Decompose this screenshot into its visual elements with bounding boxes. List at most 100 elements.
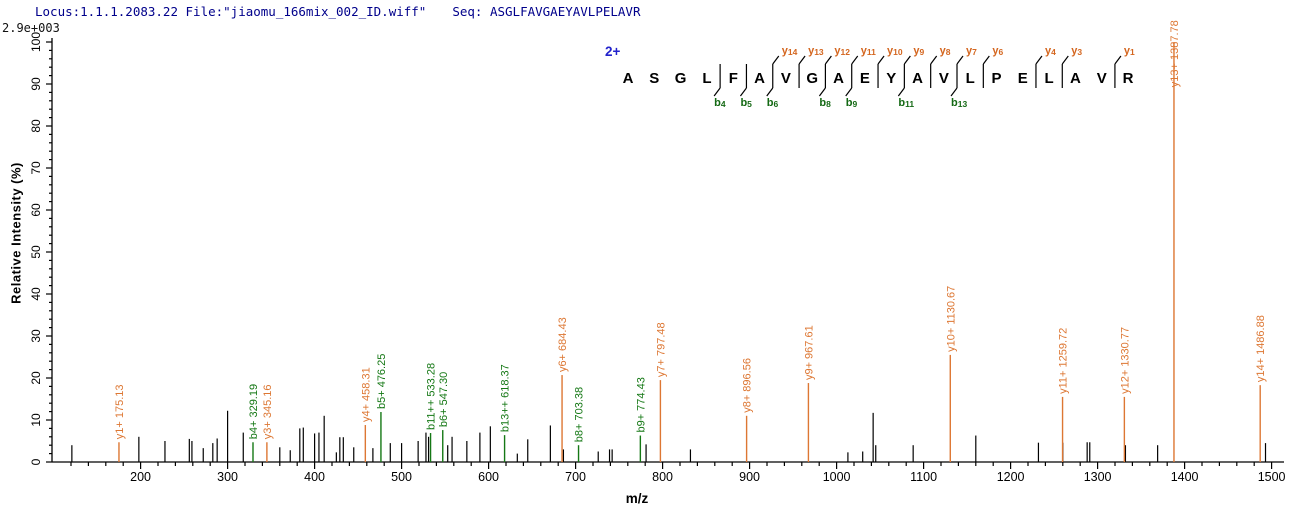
residue-8: G: [806, 70, 818, 87]
residue-2: S: [649, 70, 659, 87]
peak-label-y7: y7+ 797.48: [655, 322, 667, 377]
peak-label-y13: y13+ 1387.78: [1169, 20, 1181, 87]
y-tick-label: 40: [29, 287, 43, 301]
x-tick-label: 700: [565, 470, 586, 484]
peak-label-y4: y4+ 458.31: [360, 367, 372, 422]
x-tick-labels: 200 300 400 500 600 700 800 900 1000 1100 1200 1300…: [130, 470, 1285, 484]
y-cleavage-tail: [851, 55, 859, 65]
b-cleavage-tail: [766, 87, 774, 97]
residue-1: A: [623, 70, 634, 87]
residue-7: V: [781, 70, 791, 87]
y-tick-label: 90: [29, 77, 43, 91]
intensity-scale-label: 2.9e+003: [2, 21, 60, 35]
y-cleavage-tail: [956, 55, 964, 65]
locus-file-label: Locus:1.1.1.2083.22 File:"jiaomu_166mix_…: [35, 4, 427, 19]
x-tick-label: 500: [391, 470, 412, 484]
y-tick-label: 20: [29, 371, 43, 385]
peak-label-y3: y3+ 345.16: [262, 385, 274, 440]
b-ion-label-b11: b11: [898, 97, 914, 109]
peak-label-y14: y14+ 1486.88: [1255, 315, 1267, 382]
y-tick-label: 0: [29, 458, 43, 465]
y-tick-label: 70: [29, 161, 43, 175]
y-cleavage-tail: [798, 55, 806, 65]
b-ion-label-b6: b6: [767, 97, 779, 109]
b-ion-label-b5: b5: [740, 97, 752, 109]
residue-13: V: [939, 70, 949, 87]
residue-6: A: [754, 70, 765, 87]
peak-label-y6: y6+ 684.43: [557, 317, 569, 372]
peak-label-b8: b8+ 703.38: [574, 387, 586, 442]
x-tick-label: 300: [217, 470, 238, 484]
y-cleavage-tail: [930, 55, 938, 65]
x-tick-label: 1300: [1084, 470, 1112, 484]
peak-label-b11: b11++ 533.28: [426, 363, 438, 430]
peak-label-y11: y11+ 1259.72: [1058, 328, 1070, 394]
x-axis: [52, 461, 1284, 469]
residue-5: F: [729, 70, 738, 87]
y-cleavage-tail: [1035, 55, 1043, 65]
x-tick-label: 1200: [997, 470, 1025, 484]
y-cleavage-tail: [1061, 55, 1069, 65]
x-tick-label: 1100: [910, 470, 937, 484]
sequence-label: Seq: ASGLFAVGAEYAVLPELAVR: [452, 4, 641, 19]
x-tick-label: 200: [130, 470, 151, 484]
peak-label-b13: b13++ 618.37: [500, 364, 512, 432]
y-tick-label: 80: [29, 119, 43, 133]
peak-label-y1: y1+ 175.13: [114, 385, 126, 440]
x-tick-label: 600: [478, 470, 499, 484]
peak-label-b6: b6+ 547.30: [438, 372, 450, 427]
peak-label-b4: b4+ 329.19: [248, 384, 260, 439]
y-tick-label: 60: [29, 203, 43, 217]
b-ion-label-b9: b9: [846, 97, 858, 109]
y-cleavage-tail: [903, 55, 911, 65]
y-tick-label: 10: [29, 413, 43, 427]
x-tick-label: 800: [652, 470, 673, 484]
x-tick-label: 400: [304, 470, 325, 484]
y-tick-label: 50: [29, 245, 43, 259]
y-ion-label-y7: y7: [966, 45, 977, 57]
x-tick-label: 900: [739, 470, 760, 484]
unlabeled-peaks: [71, 410, 1267, 462]
y-cleavage-tail: [772, 55, 780, 65]
x-tick-label: 1500: [1258, 470, 1286, 484]
b-ion-label-b4: b4: [714, 97, 726, 109]
y-ion-label-y4: y4: [1045, 45, 1056, 57]
y-cleavage-tail: [1114, 55, 1122, 65]
residue-4: L: [702, 70, 711, 87]
b-cleavage-tail: [845, 87, 853, 97]
y-ion-label-y1: y1: [1124, 45, 1135, 57]
y-tick-labels: 0 10 20 30 40 50 60 70 80 90 100: [29, 32, 43, 466]
x-axis-title: m/z: [625, 491, 649, 506]
b-cleavage-tail: [897, 87, 905, 97]
residue-3: G: [675, 70, 687, 87]
y-cleavage-tail: [982, 55, 990, 65]
residue-11: Y: [886, 70, 896, 87]
y-ion-label-y3: y3: [1071, 45, 1082, 57]
b-cleavage-tail: [713, 87, 721, 97]
y-ion-label-y13: y13: [808, 45, 824, 57]
residue-20: R: [1123, 70, 1134, 87]
x-tick-label: 1400: [1171, 470, 1199, 484]
residue-19: V: [1097, 70, 1107, 87]
y-axis: [46, 38, 53, 463]
peak-label-y9: y9+ 967.61: [803, 325, 815, 380]
y-ion-label-y8: y8: [940, 45, 951, 57]
b-ion-label-b8: b8: [819, 97, 831, 109]
residue-17: L: [1045, 70, 1054, 87]
y-ion-label-y12: y12: [834, 45, 850, 57]
residue-18: A: [1070, 70, 1081, 87]
peak-label-y8: y8+ 896.56: [742, 358, 754, 413]
precursor-charge-label: 2+: [605, 44, 621, 59]
residue-9: A: [833, 70, 844, 87]
peak-label-b5: b5+ 476.25: [376, 354, 388, 409]
y-tick-label: 100: [29, 32, 43, 52]
labeled-peaks: y1+ 175.13 b4+ 329.19 y3+ 345.16 y4+ 458.31…: [114, 20, 1267, 462]
y-ion-label-y6: y6: [992, 45, 1003, 57]
y-ion-label-y11: y11: [861, 45, 876, 57]
b-cleavage-tail: [739, 87, 747, 97]
b-cleavage-tail: [950, 87, 958, 97]
y-cleavage-tail: [824, 55, 832, 65]
